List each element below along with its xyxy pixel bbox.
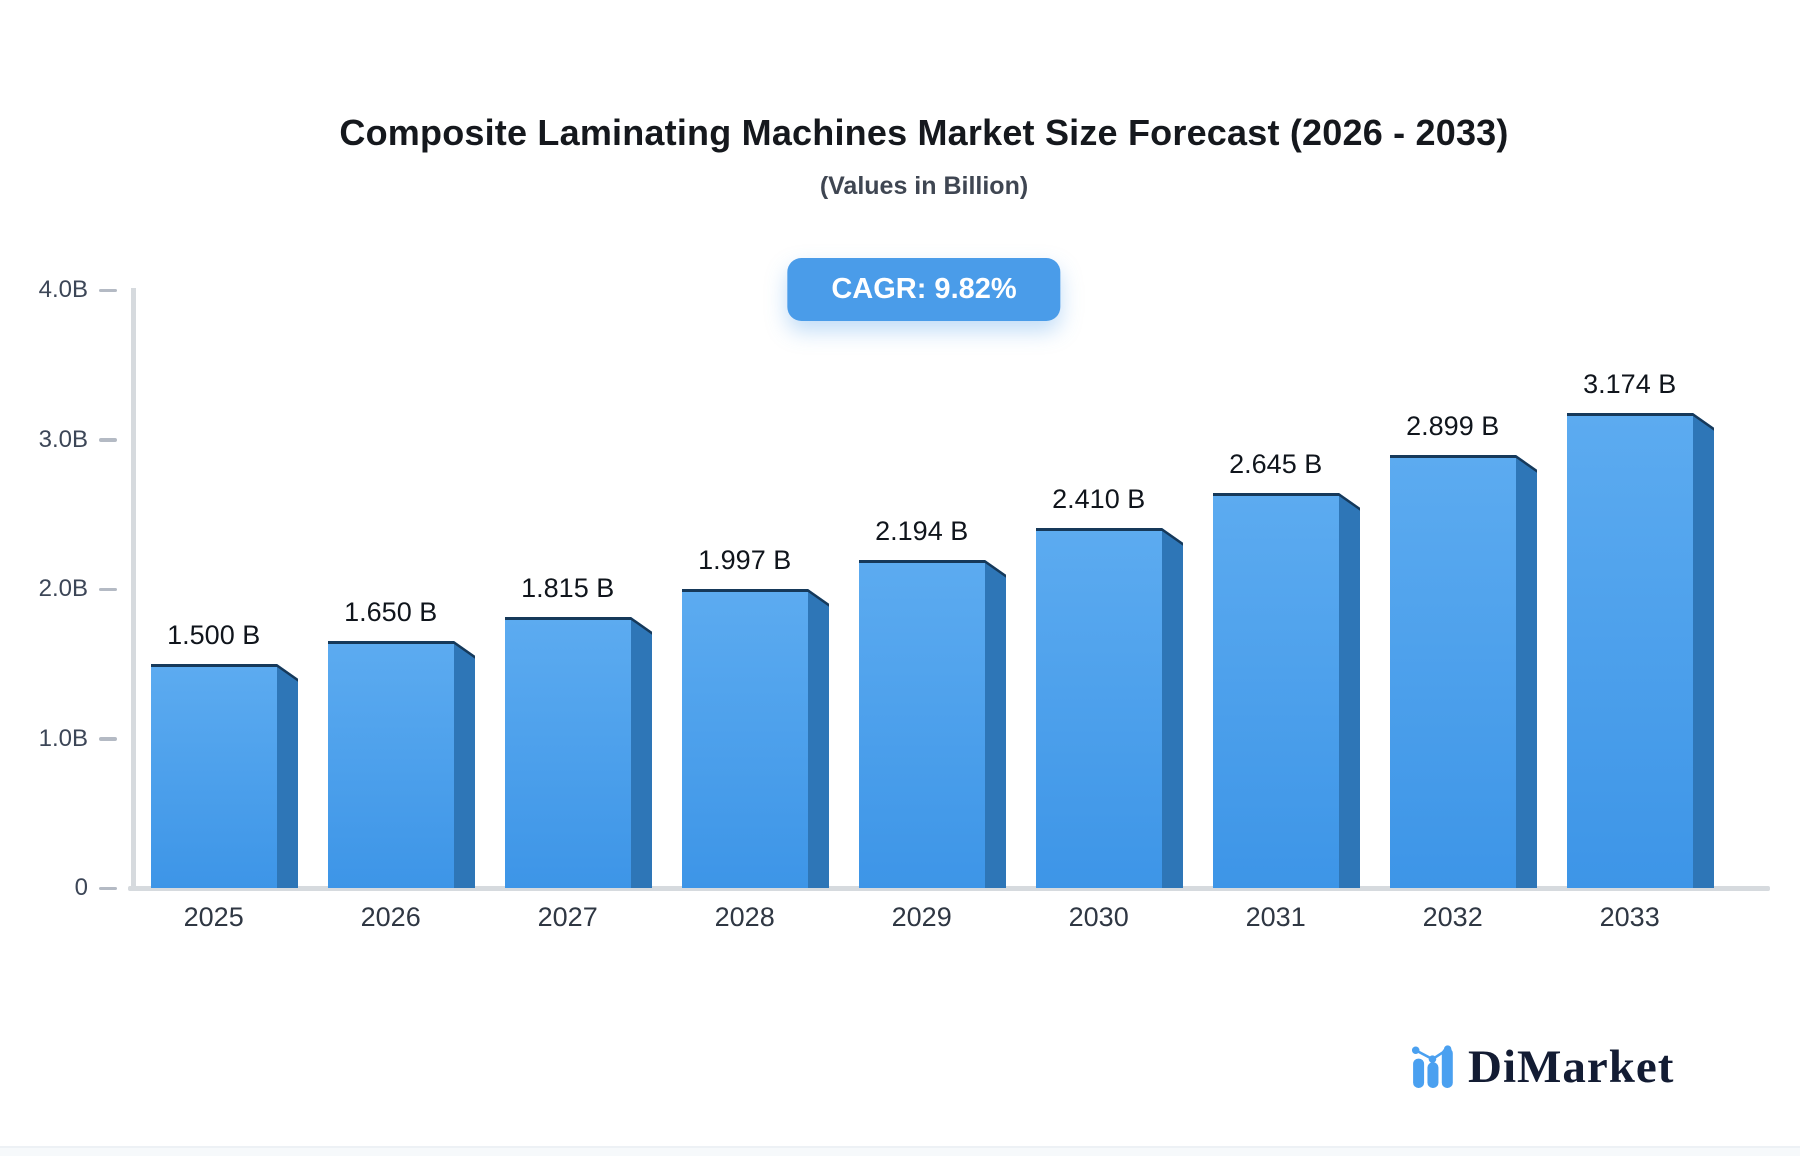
bar-face bbox=[327, 641, 454, 888]
chart-subtitle: (Values in Billion) bbox=[819, 172, 1029, 200]
bar-face bbox=[681, 589, 808, 888]
bar-value-label: 1.815 B bbox=[521, 572, 615, 603]
x-axis-label: 2030 bbox=[1068, 902, 1129, 932]
bar-face bbox=[1566, 413, 1693, 888]
x-axis-label: 2033 bbox=[1599, 902, 1660, 932]
x-axis-label: 2026 bbox=[360, 902, 421, 932]
bar-side-3d bbox=[1161, 527, 1184, 888]
bar-face bbox=[858, 559, 985, 888]
bar-2032 bbox=[1389, 454, 1538, 888]
bar-side-3d bbox=[630, 616, 653, 888]
bar-face bbox=[1035, 527, 1162, 888]
y-axis-tick bbox=[99, 587, 117, 591]
chart-title: Composite Laminating Machines Market Siz… bbox=[339, 112, 1509, 153]
bar-side-3d bbox=[1338, 492, 1361, 888]
x-axis-label: 2031 bbox=[1245, 902, 1306, 932]
bar-face bbox=[504, 616, 631, 888]
cagr-badge: CAGR: 9.82% bbox=[787, 258, 1061, 321]
bar-value-label: 2.194 B bbox=[875, 515, 969, 546]
bar-value-label: 2.410 B bbox=[1052, 483, 1146, 514]
bar-value-label: 3.174 B bbox=[1583, 369, 1677, 400]
bar-side-3d bbox=[807, 589, 830, 888]
x-axis-label: 2027 bbox=[537, 902, 598, 932]
bar-2025 bbox=[150, 663, 299, 888]
y-axis-tick bbox=[99, 737, 117, 741]
bar-2028 bbox=[681, 589, 830, 888]
page-bottom-strip bbox=[0, 1146, 1800, 1156]
bar-side-3d bbox=[1515, 454, 1538, 888]
x-axis-label: 2029 bbox=[891, 902, 952, 932]
bar-side-3d bbox=[1692, 413, 1715, 888]
x-axis-label: 2025 bbox=[183, 902, 244, 932]
y-axis-tick-label: 3.0B bbox=[38, 425, 88, 453]
logo-text: DiMarket bbox=[1468, 1041, 1675, 1093]
y-axis-tick-label: 2.0B bbox=[38, 575, 88, 602]
bar-chart-with-trend-dots-icon bbox=[1412, 1045, 1453, 1088]
x-axis-label: 2032 bbox=[1422, 902, 1483, 932]
bar-2029 bbox=[858, 559, 1007, 888]
y-axis-tick bbox=[99, 886, 117, 890]
bar-face bbox=[150, 663, 277, 888]
y-axis-tick-label: 4.0B bbox=[38, 276, 88, 303]
bar-2033 bbox=[1566, 413, 1715, 888]
y-axis-tick bbox=[99, 288, 117, 292]
y-axis-line bbox=[131, 288, 136, 891]
bar-face bbox=[1389, 454, 1516, 888]
bar-value-label: 2.645 B bbox=[1229, 448, 1323, 479]
y-axis-tick-label: 0 bbox=[74, 874, 88, 901]
dimarket-logo: DiMarket bbox=[1412, 1040, 1674, 1094]
bar-2031 bbox=[1212, 492, 1361, 888]
bar-2027 bbox=[504, 616, 653, 888]
bar-value-label: 1.500 B bbox=[167, 619, 261, 650]
x-axis-line bbox=[128, 886, 1770, 891]
y-axis-tick-label: 1.0B bbox=[38, 724, 88, 752]
bar-face bbox=[1212, 492, 1339, 888]
bar-value-label: 2.899 B bbox=[1406, 410, 1500, 441]
x-axis-label: 2028 bbox=[714, 902, 775, 932]
y-axis-tick bbox=[99, 438, 117, 442]
bar-side-3d bbox=[453, 641, 476, 888]
bar-value-label: 1.650 B bbox=[344, 597, 438, 628]
bar-value-label: 1.997 B bbox=[698, 545, 792, 576]
bar-side-3d bbox=[984, 559, 1007, 888]
bar-side-3d bbox=[276, 663, 299, 888]
bar-2030 bbox=[1035, 527, 1184, 888]
bar-2026 bbox=[327, 641, 476, 888]
